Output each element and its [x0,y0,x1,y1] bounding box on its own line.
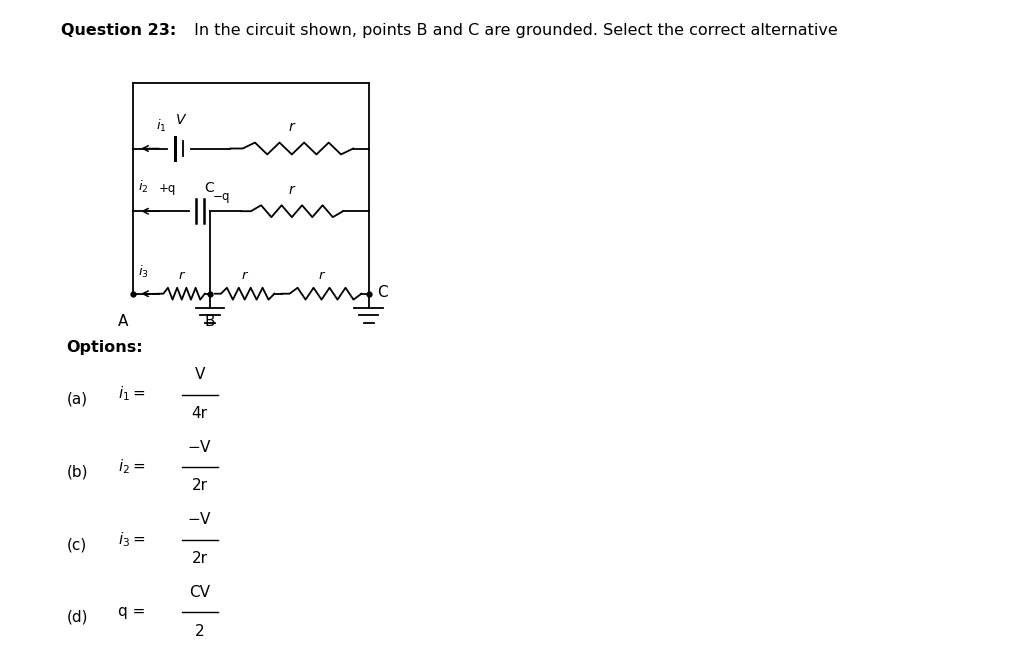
Text: r: r [289,183,295,197]
Text: $i_1 = $: $i_1 = $ [118,385,145,403]
Text: V: V [195,367,205,382]
Text: $-$V: $-$V [187,439,212,455]
Text: 2r: 2r [191,551,208,566]
Text: CV: CV [189,585,210,600]
Text: 2: 2 [195,624,205,639]
Text: r: r [179,269,184,282]
Text: (d): (d) [67,610,88,624]
Text: Options:: Options: [67,340,143,355]
Text: r: r [318,269,325,282]
Text: $i_3 = $: $i_3 = $ [118,530,145,548]
Text: $-$q: $-$q [212,191,230,205]
Text: C: C [377,285,387,300]
Text: $i_2$: $i_2$ [138,180,148,195]
Text: $i_1$: $i_1$ [157,118,167,134]
Text: +q: +q [159,182,176,195]
Text: 2r: 2r [191,478,208,494]
Text: $i_3$: $i_3$ [138,265,148,280]
Text: Question 23:: Question 23: [61,23,177,38]
Text: $-$V: $-$V [187,512,212,527]
Text: r: r [289,120,295,134]
Text: (a): (a) [67,392,88,407]
Text: (c): (c) [67,537,87,552]
Text: C: C [204,181,214,195]
Text: (b): (b) [67,465,88,479]
Text: q =: q = [118,605,150,619]
Text: 4r: 4r [191,406,208,421]
Text: V: V [175,113,185,127]
Text: $i_2 = $: $i_2 = $ [118,457,145,476]
Text: In the circuit shown, points B and C are grounded. Select the correct alternativ: In the circuit shown, points B and C are… [189,23,839,38]
Text: B: B [205,314,215,329]
Text: A: A [118,314,128,329]
Text: r: r [242,269,248,282]
